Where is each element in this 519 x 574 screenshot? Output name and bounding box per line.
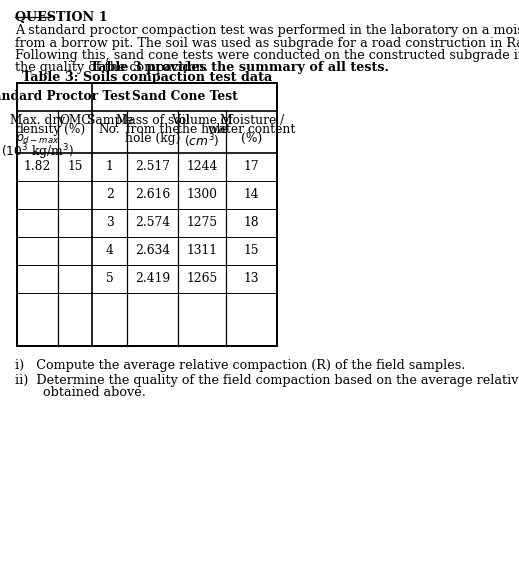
Text: i)   Compute the average relative compaction (R) of the field samples.: i) Compute the average relative compacti… — [15, 359, 466, 372]
Text: density: density — [15, 123, 60, 136]
Text: ii)  Determine the quality of the field compaction based on the average relative: ii) Determine the quality of the field c… — [15, 374, 519, 387]
Text: 15: 15 — [244, 245, 260, 258]
Text: Table 3: Soils compaction test data: Table 3: Soils compaction test data — [22, 71, 272, 84]
Text: Sample: Sample — [87, 114, 133, 127]
Text: QUESTION 1: QUESTION 1 — [15, 11, 108, 24]
Text: the quality of the compaction.: the quality of the compaction. — [15, 61, 212, 75]
Text: $(cm^3)$: $(cm^3)$ — [184, 132, 220, 150]
Text: Table 3 provides the summary of all tests.: Table 3 provides the summary of all test… — [90, 61, 389, 75]
Text: $\rho_{d-max}$: $\rho_{d-max}$ — [16, 132, 60, 146]
Text: Following this, sand cone tests were conducted on the constructed subgrade in or: Following this, sand cone tests were con… — [15, 49, 519, 62]
Text: Moisture /: Moisture / — [220, 114, 284, 127]
Text: from the: from the — [126, 123, 180, 136]
Text: Mass of soil: Mass of soil — [116, 114, 189, 127]
Text: 3: 3 — [106, 216, 114, 230]
Text: water content: water content — [208, 123, 295, 136]
Text: A standard proctor compaction test was performed in the laboratory on a moist so: A standard proctor compaction test was p… — [15, 24, 519, 37]
Text: 2: 2 — [106, 188, 114, 201]
Text: 1244: 1244 — [186, 161, 218, 173]
Text: 5: 5 — [106, 273, 114, 285]
Text: 1300: 1300 — [187, 188, 217, 201]
Text: (%): (%) — [241, 132, 263, 145]
Text: obtained above.: obtained above. — [15, 386, 146, 399]
Text: No.: No. — [99, 123, 120, 136]
Text: 13: 13 — [244, 273, 260, 285]
Text: 2.517: 2.517 — [135, 161, 170, 173]
Text: 2.419: 2.419 — [135, 273, 170, 285]
Text: Standard Proctor Test: Standard Proctor Test — [0, 91, 131, 103]
Text: 17: 17 — [244, 161, 260, 173]
Text: 4: 4 — [106, 245, 114, 258]
Text: 1265: 1265 — [186, 273, 218, 285]
Text: Volume of: Volume of — [171, 114, 233, 127]
Text: 18: 18 — [244, 216, 260, 230]
Text: Sand Cone Test: Sand Cone Test — [132, 91, 238, 103]
Bar — [17, 83, 277, 346]
Text: 15: 15 — [67, 161, 83, 173]
Text: 1311: 1311 — [187, 245, 217, 258]
Text: hole (kg): hole (kg) — [125, 132, 180, 145]
Text: the hole: the hole — [177, 123, 227, 136]
Text: from a borrow pit. The soil was used as subgrade for a road construction in Rant: from a borrow pit. The soil was used as … — [15, 37, 519, 49]
Text: $(10^3$ kg/m$^3)$: $(10^3$ kg/m$^3)$ — [1, 142, 74, 162]
Text: 2.574: 2.574 — [135, 216, 170, 230]
Text: 2.634: 2.634 — [135, 245, 170, 258]
Text: (%): (%) — [64, 123, 86, 136]
Text: Max. dry: Max. dry — [10, 114, 65, 127]
Text: OMC: OMC — [59, 114, 91, 127]
Text: 1: 1 — [106, 161, 114, 173]
Text: 2.616: 2.616 — [135, 188, 170, 201]
Text: 14: 14 — [244, 188, 260, 201]
Text: 1.82: 1.82 — [24, 161, 51, 173]
Text: 1275: 1275 — [187, 216, 218, 230]
